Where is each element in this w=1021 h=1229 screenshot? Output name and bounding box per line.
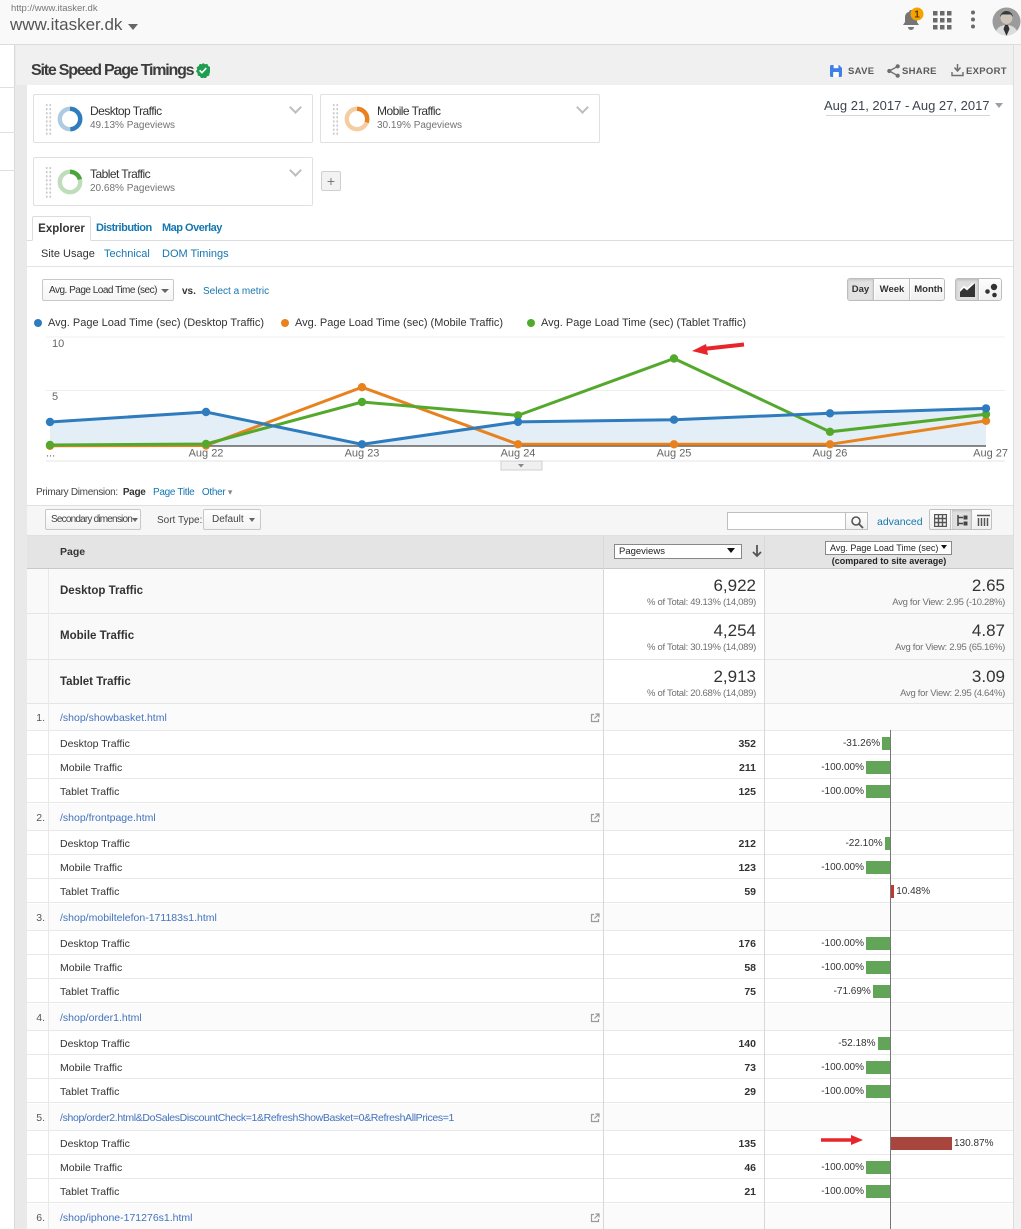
svg-text:Aug 22: Aug 22 xyxy=(189,448,224,460)
svg-text:Aug 25: Aug 25 xyxy=(657,448,692,460)
svg-text:Aug 27: Aug 27 xyxy=(973,448,1008,460)
svg-text:5: 5 xyxy=(52,391,58,403)
svg-text:1: 1 xyxy=(914,10,920,21)
svg-text:10: 10 xyxy=(52,338,64,350)
svg-text:Aug 24: Aug 24 xyxy=(501,448,536,460)
svg-text:Aug 26: Aug 26 xyxy=(813,448,848,460)
svg-text:Aug 23: Aug 23 xyxy=(345,448,380,460)
svg-text:...: ... xyxy=(46,448,55,460)
